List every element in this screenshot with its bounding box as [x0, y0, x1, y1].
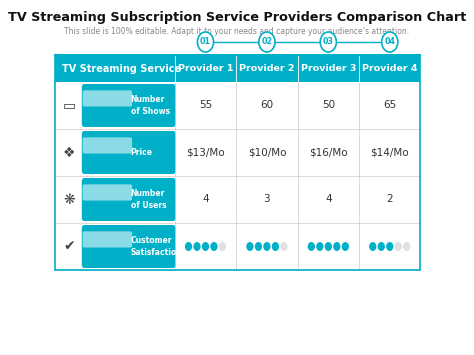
- Circle shape: [259, 32, 275, 52]
- Text: 02: 02: [261, 38, 273, 47]
- Circle shape: [333, 242, 340, 251]
- Text: Provider 3: Provider 3: [301, 64, 356, 73]
- Circle shape: [403, 242, 410, 251]
- Text: 55: 55: [199, 100, 212, 110]
- Text: $16/Mo: $16/Mo: [309, 147, 347, 158]
- FancyBboxPatch shape: [82, 131, 175, 174]
- FancyBboxPatch shape: [55, 82, 420, 129]
- Text: $14/Mo: $14/Mo: [371, 147, 409, 158]
- Text: Customer
Satisfaction: Customer Satisfaction: [131, 236, 182, 257]
- Text: Number
of Shows: Number of Shows: [131, 95, 170, 115]
- Text: Provider 2: Provider 2: [239, 64, 295, 73]
- Circle shape: [316, 242, 323, 251]
- FancyBboxPatch shape: [82, 225, 175, 268]
- Circle shape: [378, 242, 385, 251]
- FancyBboxPatch shape: [82, 184, 132, 201]
- Text: 4: 4: [202, 195, 209, 204]
- Circle shape: [342, 242, 349, 251]
- Text: ✔: ✔: [63, 240, 75, 253]
- Circle shape: [272, 242, 279, 251]
- FancyBboxPatch shape: [55, 129, 420, 176]
- Text: $13/Mo: $13/Mo: [186, 147, 225, 158]
- Text: 4: 4: [325, 195, 332, 204]
- FancyBboxPatch shape: [82, 231, 132, 247]
- Circle shape: [320, 32, 337, 52]
- Circle shape: [197, 32, 214, 52]
- Text: This slide is 100% editable. Adapt it to your needs and capture your audience’s : This slide is 100% editable. Adapt it to…: [64, 27, 410, 37]
- Text: Price: Price: [131, 148, 153, 157]
- FancyBboxPatch shape: [82, 137, 132, 154]
- Text: TV Streaming Subscription Service Providers Comparison Chart: TV Streaming Subscription Service Provid…: [8, 11, 466, 23]
- Circle shape: [263, 242, 271, 251]
- Circle shape: [219, 242, 226, 251]
- Circle shape: [202, 242, 209, 251]
- Text: 50: 50: [322, 100, 335, 110]
- Circle shape: [255, 242, 262, 251]
- Circle shape: [193, 242, 201, 251]
- Text: 01: 01: [200, 38, 211, 47]
- Text: ❖: ❖: [63, 146, 75, 159]
- Circle shape: [394, 242, 402, 251]
- Text: $10/Mo: $10/Mo: [247, 147, 286, 158]
- Circle shape: [308, 242, 315, 251]
- Circle shape: [386, 242, 393, 251]
- FancyBboxPatch shape: [82, 178, 175, 221]
- Circle shape: [280, 242, 288, 251]
- Text: Number
of Users: Number of Users: [131, 190, 166, 209]
- Text: 65: 65: [383, 100, 396, 110]
- Text: TV Streaming Service: TV Streaming Service: [62, 64, 181, 73]
- Text: ❋: ❋: [63, 192, 75, 207]
- Circle shape: [210, 242, 218, 251]
- Text: 04: 04: [384, 38, 395, 47]
- Text: 60: 60: [260, 100, 273, 110]
- Text: 2: 2: [386, 195, 393, 204]
- Circle shape: [246, 242, 254, 251]
- Text: 3: 3: [264, 195, 270, 204]
- Circle shape: [185, 242, 192, 251]
- FancyBboxPatch shape: [82, 84, 175, 127]
- Text: Provider 4: Provider 4: [362, 64, 418, 73]
- Text: 03: 03: [323, 38, 334, 47]
- FancyBboxPatch shape: [55, 223, 420, 270]
- Circle shape: [382, 32, 398, 52]
- Text: Provider 1: Provider 1: [178, 64, 233, 73]
- FancyBboxPatch shape: [82, 90, 132, 106]
- Circle shape: [325, 242, 332, 251]
- FancyBboxPatch shape: [55, 176, 420, 223]
- Text: ▭: ▭: [62, 98, 75, 113]
- FancyBboxPatch shape: [55, 55, 420, 82]
- Circle shape: [369, 242, 376, 251]
